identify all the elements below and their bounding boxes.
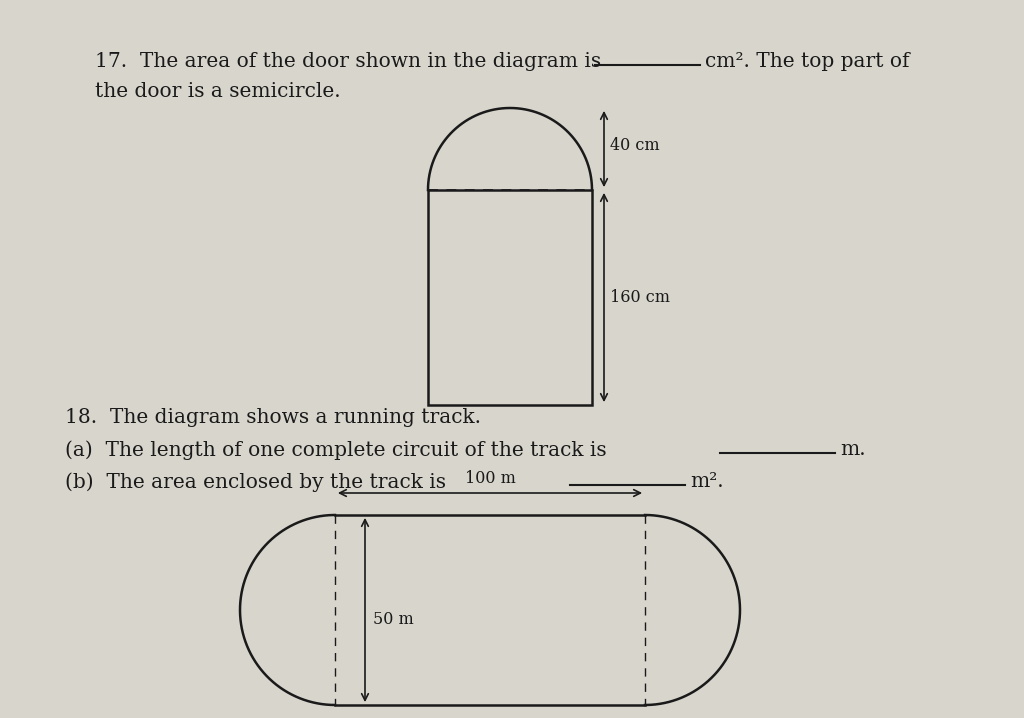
Text: (b)  The area enclosed by the track is: (b) The area enclosed by the track is	[65, 472, 446, 492]
Text: 18.  The diagram shows a running track.: 18. The diagram shows a running track.	[65, 408, 481, 427]
Text: 17.  The area of the door shown in the diagram is: 17. The area of the door shown in the di…	[95, 52, 601, 71]
Text: m.: m.	[840, 440, 865, 459]
Text: (a)  The length of one complete circuit of the track is: (a) The length of one complete circuit o…	[65, 440, 606, 460]
Text: 50 m: 50 m	[373, 612, 414, 628]
Text: cm². The top part of: cm². The top part of	[705, 52, 909, 71]
Text: m².: m².	[690, 472, 724, 491]
Text: the door is a semicircle.: the door is a semicircle.	[95, 82, 341, 101]
Text: 160 cm: 160 cm	[610, 289, 670, 306]
Text: 100 m: 100 m	[465, 470, 515, 487]
Text: 40 cm: 40 cm	[610, 136, 659, 154]
